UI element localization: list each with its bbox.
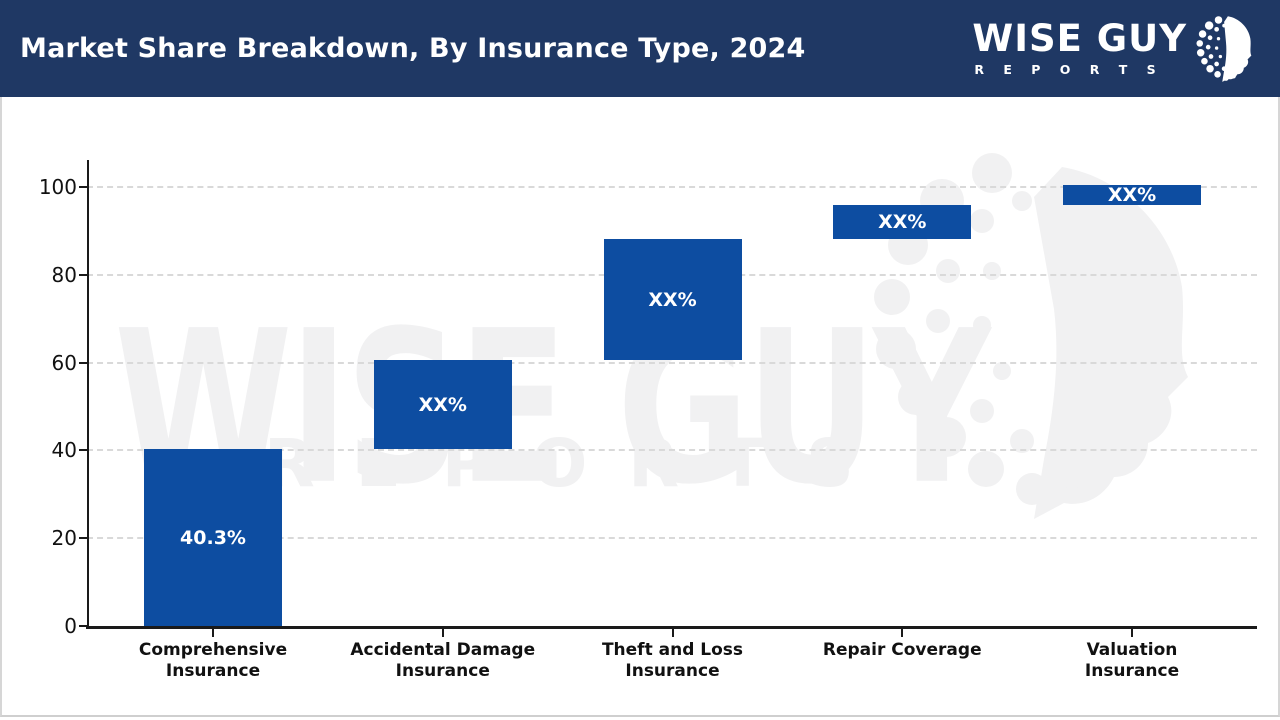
logo-tagline: R E P O R T S bbox=[974, 62, 1164, 77]
y-tick-mark bbox=[79, 361, 87, 364]
y-tick-label: 80 bbox=[51, 262, 77, 287]
x-tick-label: Accidental Damage Insurance bbox=[350, 640, 536, 681]
y-tick-label: 20 bbox=[51, 526, 77, 551]
bar-1: 40.3% bbox=[144, 449, 282, 626]
bar-4: XX% bbox=[833, 204, 972, 239]
wiseguy-logo: WISE GUY R E P O R T S bbox=[972, 13, 1256, 85]
y-axis-line bbox=[87, 160, 89, 629]
bar-value-label: XX% bbox=[1107, 183, 1157, 206]
face-profile-icon bbox=[1196, 15, 1252, 82]
header-bar: Market Share Breakdown, By Insurance Typ… bbox=[0, 0, 1280, 97]
chart-title: Market Share Breakdown, By Insurance Typ… bbox=[20, 33, 806, 64]
x-tick-label: Theft and Loss Insurance bbox=[601, 640, 744, 681]
y-tick-label: 0 bbox=[64, 614, 77, 638]
x-tick-mark bbox=[212, 629, 214, 637]
x-tick-mark bbox=[671, 629, 674, 637]
bar-value-label: XX% bbox=[878, 210, 927, 233]
bar-value-label: XX% bbox=[648, 288, 697, 311]
x-tick-mark bbox=[441, 629, 444, 637]
bar-5: XX% bbox=[1063, 183, 1201, 206]
y-tick-label: 40 bbox=[51, 438, 77, 463]
logo-text: WISE GUY R E P O R T S bbox=[972, 20, 1187, 77]
y-tick-mark bbox=[79, 449, 87, 452]
y-tick-mark bbox=[79, 186, 87, 188]
watermark-text-2: R E P O R T S bbox=[264, 425, 863, 502]
gridline-60 bbox=[87, 361, 1257, 364]
x-tick-label: Valuation Insurance bbox=[1084, 640, 1180, 681]
y-tick-mark bbox=[79, 537, 87, 540]
x-tick-mark bbox=[901, 629, 904, 637]
bar-3: XX% bbox=[603, 238, 742, 361]
logo-name: WISE GUY bbox=[972, 17, 1187, 60]
y-tick-label: 60 bbox=[51, 350, 77, 375]
gridline-40 bbox=[87, 449, 1257, 452]
gridline-100 bbox=[87, 186, 1257, 188]
x-tick-label: Repair Coverage bbox=[822, 640, 982, 660]
x-tick-mark bbox=[1131, 629, 1133, 637]
x-axis-line bbox=[86, 626, 1257, 629]
y-tick-mark bbox=[79, 625, 87, 627]
x-tick-label: Comprehensive Insurance bbox=[138, 640, 288, 681]
plot-area: WISE GUY R E P O R T S 0 20 40 60 80 100 40.3%… bbox=[0, 97, 1280, 717]
bar-value-label: 40.3% bbox=[180, 526, 246, 549]
gridline-20 bbox=[87, 537, 1257, 540]
bar-2: XX% bbox=[373, 360, 512, 450]
watermark-face-icon bbox=[874, 153, 1188, 519]
y-tick-label: 100 bbox=[38, 175, 77, 199]
bar-value-label: XX% bbox=[418, 393, 467, 416]
y-tick-mark bbox=[79, 273, 87, 276]
